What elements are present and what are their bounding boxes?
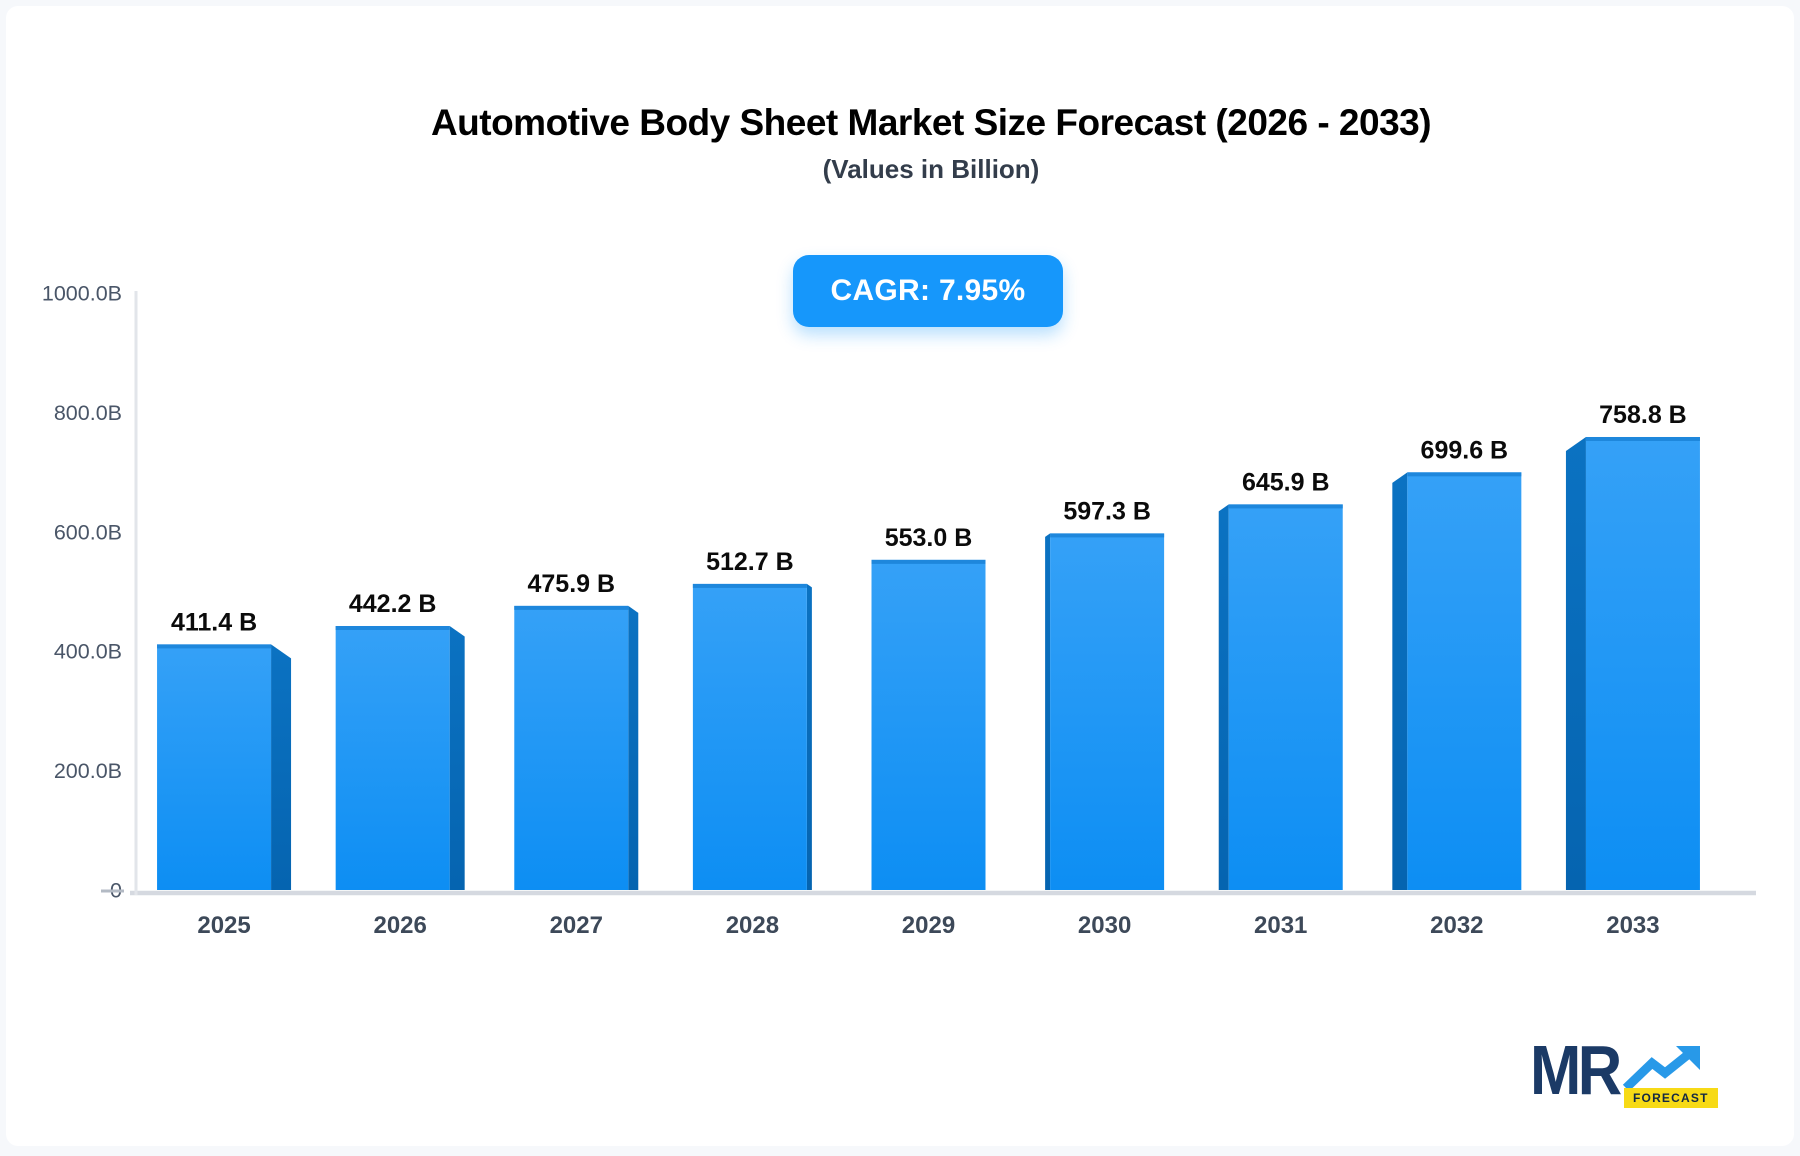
x-tick-label: 2032 (1430, 912, 1483, 939)
x-tick-label: 2026 (373, 912, 426, 939)
trending-up-arrow-icon (1622, 1046, 1700, 1092)
cagr-badge-label: CAGR: 7.95% (830, 274, 1026, 307)
bar-side-face (271, 644, 292, 890)
bar-side-face (806, 583, 812, 890)
x-tick-label: 2030 (1078, 912, 1131, 939)
logo-mr-text: MR (1530, 1031, 1622, 1109)
bar-group-2029[interactable] (871, 559, 986, 890)
bar-top-edge (157, 644, 272, 649)
bar-side-face (1218, 504, 1229, 890)
bar-top-edge (692, 583, 807, 588)
bar-top-edge (1407, 472, 1522, 477)
bar-side-face (449, 626, 465, 890)
bar-value-label: 645.9 B (1242, 468, 1330, 496)
bar-top-edge (1050, 533, 1165, 538)
bar-side-face (628, 605, 639, 890)
bar-group-2026[interactable] (335, 626, 465, 890)
x-tick-label: 2031 (1254, 912, 1307, 939)
bar-front-face (1585, 436, 1700, 890)
y-tick-label: 1000.0B (42, 282, 122, 306)
bar-front-face (692, 583, 807, 890)
bar-value-label: 758.8 B (1599, 401, 1687, 429)
bar-top-edge (1585, 436, 1700, 441)
bar-value-label: 512.7 B (706, 548, 794, 576)
bar-value-label: 442.2 B (349, 590, 437, 618)
cagr-badge: CAGR: 7.95% (793, 255, 1063, 327)
bar-front-face (871, 559, 986, 890)
bar-group-2032[interactable] (1392, 472, 1522, 890)
chart-subtitle: (Values in Billion) (822, 154, 1040, 184)
bar-group-2030[interactable] (1045, 533, 1165, 890)
y-tick-label: 800.0B (54, 401, 122, 425)
x-tick-label: 2025 (197, 912, 250, 939)
bar-top-edge (514, 605, 629, 610)
bar-group-2025[interactable] (157, 644, 292, 890)
bar-top-edge (1228, 504, 1343, 509)
bar-front-face (335, 626, 450, 890)
bar-front-face (1228, 504, 1343, 890)
bar-side-face (1565, 436, 1586, 890)
mr-forecast-logo: MR FORECAST (1530, 1031, 1730, 1118)
bar-group-2033[interactable] (1565, 436, 1700, 890)
x-tick-label: 2027 (550, 912, 603, 939)
bar-top-edge (871, 559, 986, 564)
y-tick-label: 400.0B (54, 640, 122, 664)
bar-side-face (1392, 472, 1408, 890)
chart-card: Automotive Body Sheet Market Size Foreca… (6, 6, 1794, 1146)
bar-front-face (1407, 472, 1522, 890)
chart-title: Automotive Body Sheet Market Size Foreca… (430, 102, 1432, 143)
bar-value-label: 597.3 B (1063, 497, 1151, 525)
bar-front-face (514, 605, 629, 890)
bar-side-face (1045, 533, 1051, 890)
bar-group-2028[interactable] (692, 583, 812, 890)
bar-front-face (1050, 533, 1165, 890)
bar-group-2027[interactable] (514, 605, 639, 890)
bar-front-face (157, 644, 272, 890)
x-tick-label: 2033 (1606, 912, 1659, 939)
y-tick-label: 200.0B (54, 759, 122, 783)
bar-group-2031[interactable] (1218, 504, 1343, 890)
bar-value-label: 475.9 B (527, 570, 615, 598)
x-tick-label: 2028 (726, 912, 779, 939)
y-tick-label: 600.0B (54, 520, 122, 544)
logo-forecast-text: FORECAST (1624, 1088, 1718, 1108)
bar-value-label: 411.4 B (171, 608, 257, 636)
x-tick-label: 2029 (902, 912, 955, 939)
bar-value-label: 699.6 B (1421, 436, 1509, 464)
bar-value-label: 553.0 B (885, 524, 973, 552)
bar-top-edge (335, 626, 450, 631)
